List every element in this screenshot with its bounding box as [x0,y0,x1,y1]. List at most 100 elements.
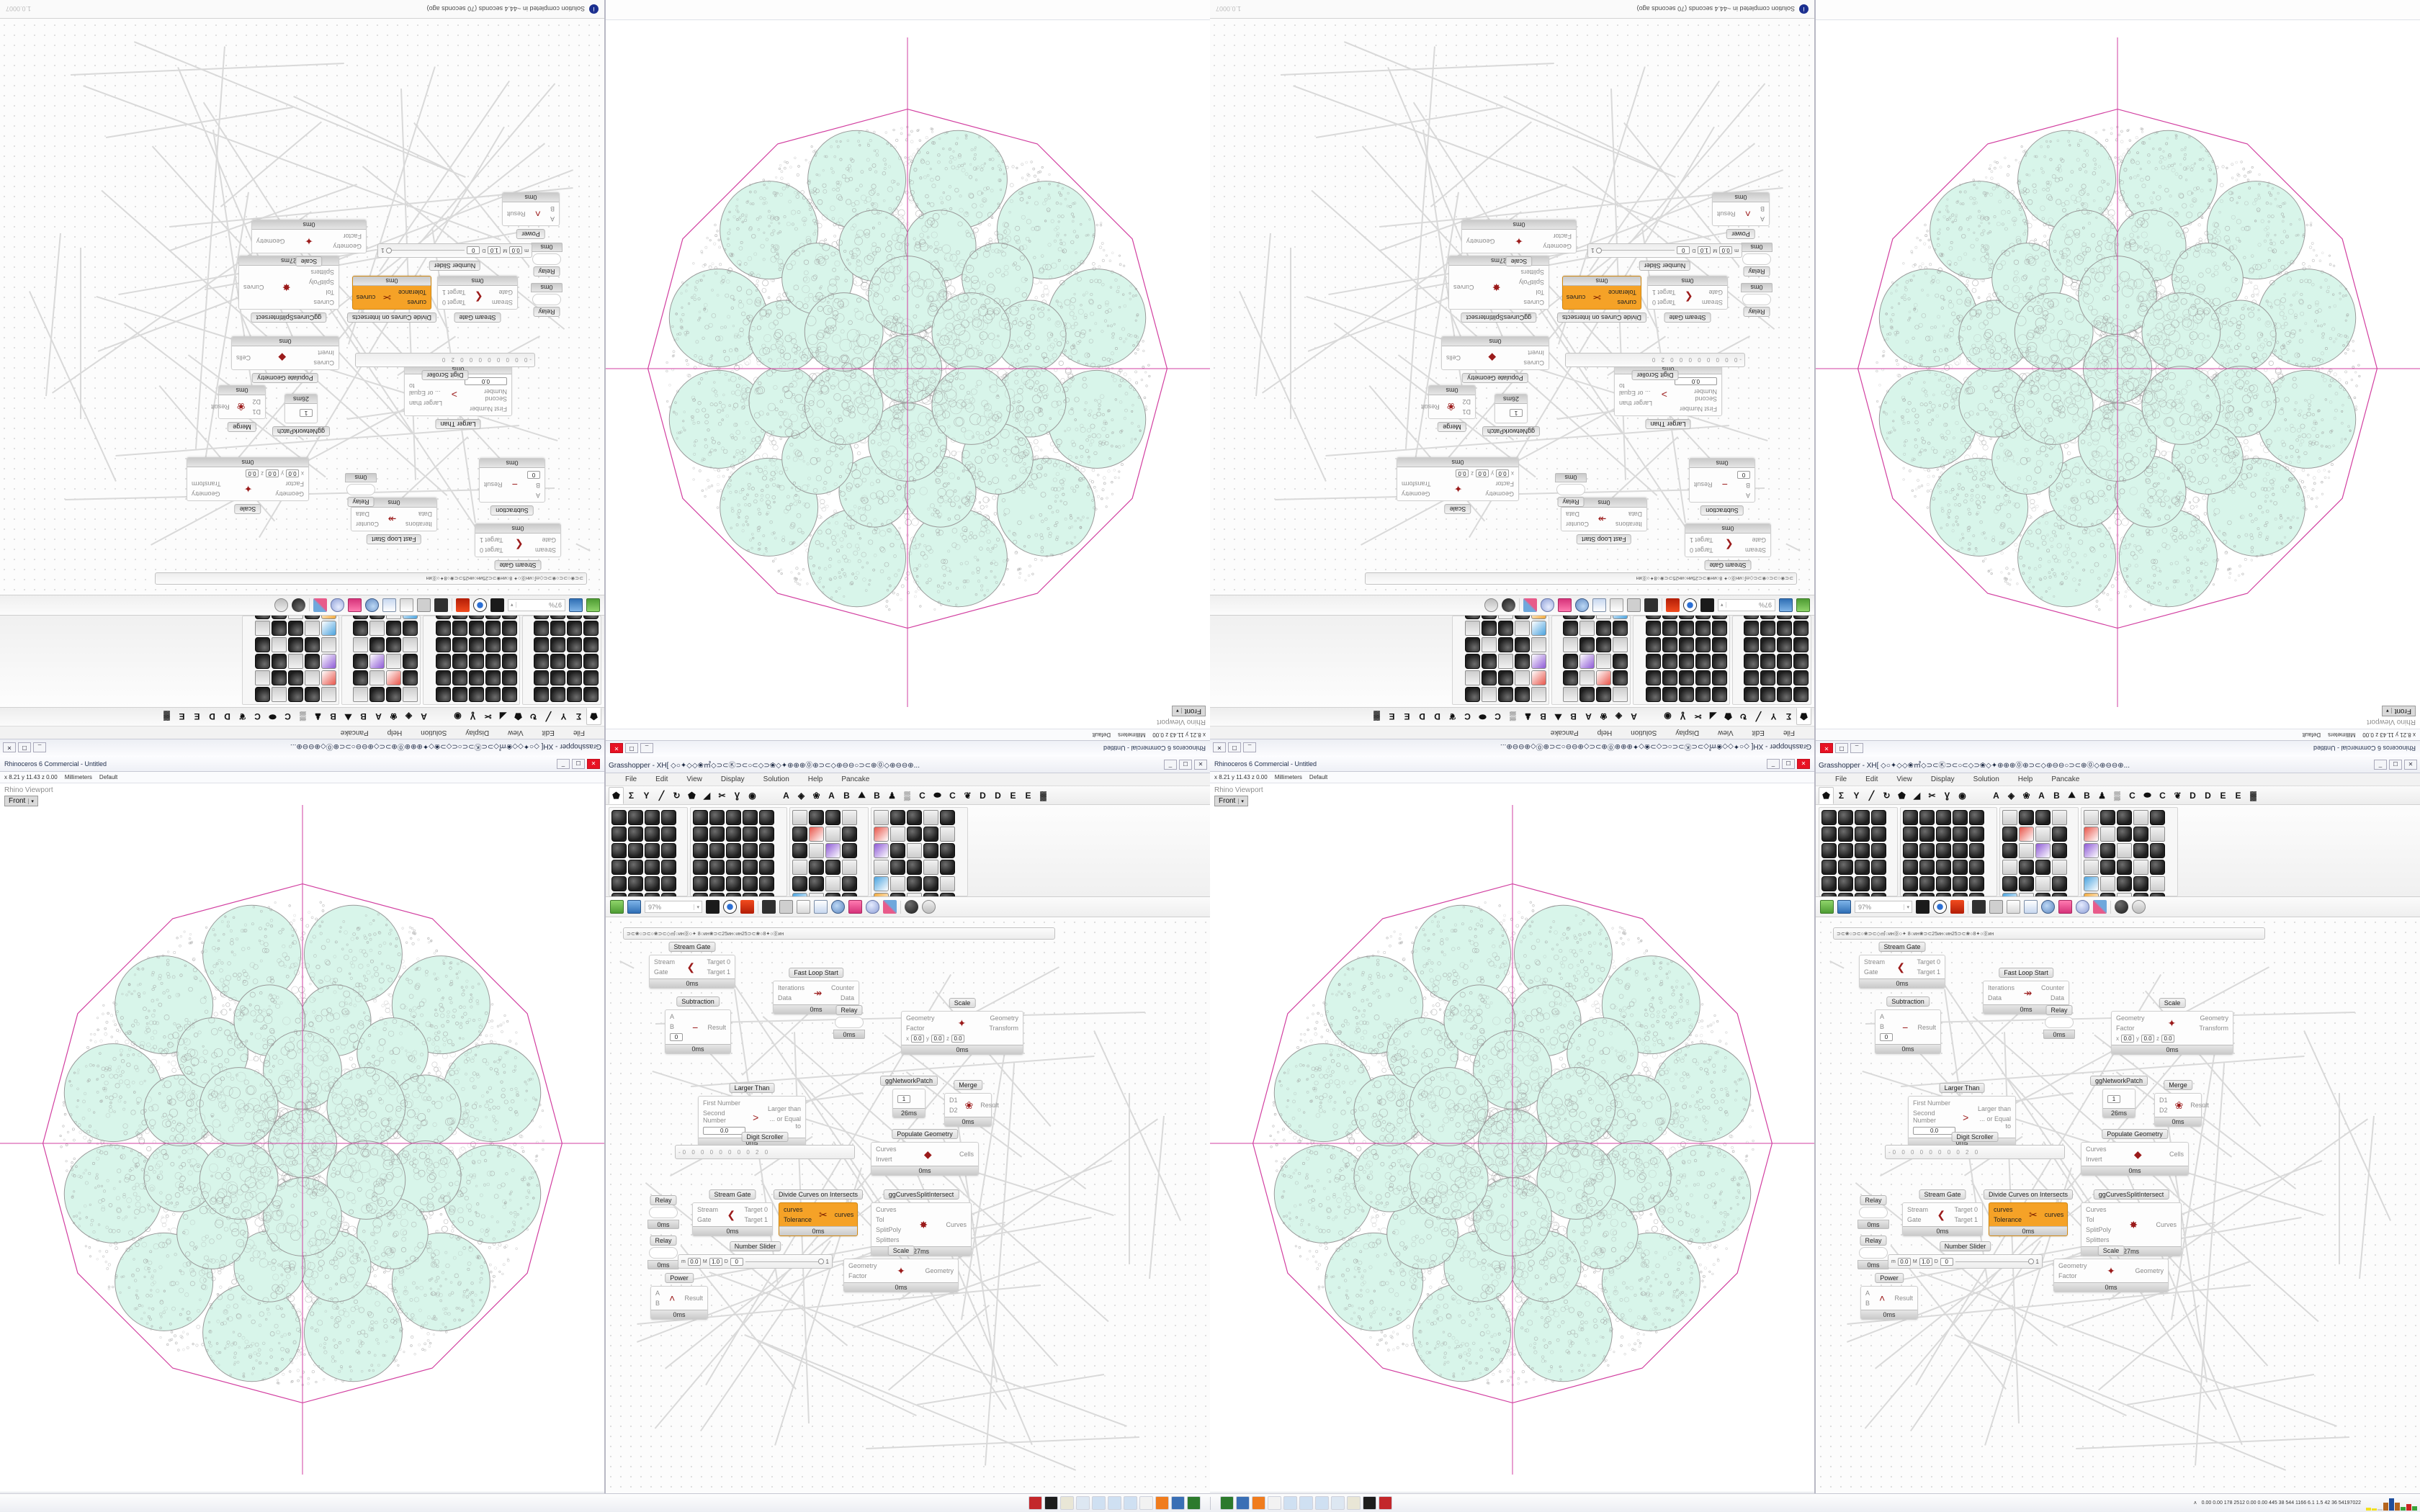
grasshopper-node-canvas[interactable]: ⊃⊂❀○⊃⊂○❀⊃⊂◇㎡○ин⓪○✦ 8○ин❀⊃⊂25ин○ин25⊃⊂❀○8… [1816,917,2420,1493]
grasshopper-window-buttons[interactable]: _ ☐ ✕ [2374,759,2417,770]
component-icon[interactable] [611,827,627,842]
node-inputs[interactable]: Stream Gate [1745,536,1766,554]
component-icon[interactable] [2052,810,2067,825]
node-inputs[interactable]: Curves Invert [876,1146,897,1163]
component-icon[interactable] [1563,615,1578,619]
tab-intersect[interactable]: ✂ [1694,711,1702,722]
slider-max-value[interactable]: 1.0 [1698,246,1711,255]
component-icon[interactable] [940,893,955,896]
output-port[interactable]: Cells [2169,1151,2184,1158]
menu-item-file[interactable]: File [1835,775,1847,783]
zoom-level-input[interactable]: 97% ▾ [508,599,565,611]
disk-icon[interactable] [1170,1496,1185,1510]
component-icon[interactable] [485,621,501,636]
component-icon[interactable] [452,615,467,619]
notepad-icon[interactable] [1346,1496,1361,1510]
tab-addon-e1[interactable]: E [2220,790,2226,801]
blank-icon[interactable] [1139,1496,1153,1510]
search-icon[interactable] [1575,598,1589,612]
component-icon[interactable] [1871,843,1886,858]
relay-node[interactable] [649,1207,678,1218]
output-port[interactable]: Transform [2199,1025,2228,1032]
viewport-label-group[interactable]: Rhino Viewport Front ▾ [2367,706,2416,726]
node-outputs[interactable]: Target 0 Target 1 [480,536,503,554]
component-icon[interactable] [693,860,708,875]
tab-vector[interactable]: ╱ [1868,790,1875,801]
component-icon[interactable] [1919,876,1935,891]
component-node[interactable]: curves Tolerance ✂ curves 0ms [1989,1202,2068,1236]
component-icon[interactable] [1969,876,1984,891]
save-disk-icon[interactable] [1837,900,1851,914]
component-icon[interactable] [2150,810,2165,825]
component-icon[interactable] [2084,843,2099,858]
number-slider[interactable]: -0 0 0 0 0 0 0 0 2 0 [1565,353,1745,367]
component-icon[interactable] [693,843,708,858]
grasshopper-canvas-toolbar[interactable]: 97% ▾ [1816,897,2420,917]
component-icon[interactable] [305,615,320,619]
component-icon[interactable] [255,621,270,636]
input-port[interactable]: D1 [252,408,261,415]
component-icon[interactable] [890,810,905,825]
menu-item-view[interactable]: View [1718,729,1734,737]
component-icon[interactable] [1744,654,1759,669]
sketch-icon[interactable] [1644,598,1658,612]
tab-addon-bird[interactable]: ❦ [238,711,246,722]
component-node[interactable]: Curves Tol SplitPoly Splitters ✸ Curves 27ms [238,256,339,310]
rhino-close-button[interactable]: ✕ [1797,758,1810,769]
tab-addon-d1[interactable]: D [980,790,986,801]
component-icon[interactable] [1871,827,1886,842]
component-icon[interactable] [1821,893,1837,896]
rhino-viewport[interactable]: Rhino Viewport Front ▾ [1816,22,2420,729]
tab-addon-mountain[interactable]: ⛰ [2068,790,2076,800]
component-icon[interactable] [567,687,582,702]
component-icon[interactable] [1760,621,1775,636]
output-port[interactable]: Cells [236,354,251,361]
component-icon[interactable] [1744,670,1759,685]
grasshopper-ribbon[interactable]: Geometry⬇Primitive⬇Input⬇Util⬇ [1816,805,2420,897]
component-icon[interactable] [369,637,385,652]
tab-transform[interactable]: Ɣ [1680,711,1686,722]
component-icon[interactable] [469,637,484,652]
component-icon[interactable] [1936,860,1951,875]
tab-addon-leaf[interactable]: ◈ [1615,711,1623,722]
component-icon[interactable] [567,654,582,669]
input-port[interactable]: Second Number [1913,1110,1937,1124]
component-icon[interactable] [1596,637,1611,652]
component-icon[interactable] [1646,637,1661,652]
ribbon-icon-grid[interactable] [691,808,786,896]
component-icon[interactable] [288,637,303,652]
windows-taskbar[interactable]: ʌ 0.00 0.00 178 2512 0.00 0.00 445 38 544… [0,1493,2420,1512]
gh-minimize-button[interactable]: _ [1243,742,1256,753]
menu-item-edit[interactable]: Edit [542,729,555,737]
component-node[interactable]: A B 0− Result 0ms [1689,458,1755,503]
preview-eye-icon[interactable] [1683,598,1697,612]
component-node[interactable]: Stream Gate ❮ Target 0 Target 1 0ms [1685,523,1771,557]
tab-mesh[interactable]: ◢ [1709,711,1717,722]
slider-max-value[interactable]: 1.0 [709,1257,722,1266]
input-port[interactable]: Iterations [405,521,432,528]
component-icon[interactable] [792,827,807,842]
grasshopper-component-tabs[interactable]: ⬟ Σ Υ ╱ ↻ ⬟ ◢ ✂ Ɣ ◉ A ◈ ❀ A B ⛰ B ♟ ▒ C ⬬ C ❦ D D E E ▓ [0,707,604,726]
component-icon[interactable] [1482,654,1497,669]
gh-close-button[interactable]: ✕ [1213,742,1226,753]
output-port[interactable]: Result [1917,1023,1936,1031]
node-outputs[interactable]: Cells [1446,354,1461,361]
output-port[interactable]: Target 1 [442,289,466,296]
input-value[interactable]: 0 [1737,471,1750,479]
component-icon[interactable] [1777,615,1792,619]
component-icon[interactable] [923,893,938,896]
component-icon[interactable] [907,810,922,825]
ribbon-group-util[interactable]: Util⬇ [242,615,339,705]
input-value[interactable]: 1 [1510,409,1523,418]
tab-maths[interactable]: Σ [628,790,635,801]
input-port[interactable]: Tol [2086,1216,2094,1223]
component-icon[interactable] [661,827,676,842]
component-icon[interactable] [743,893,758,896]
component-icon[interactable] [1969,843,1984,858]
component-icon[interactable] [1936,876,1951,891]
input-port[interactable]: Geometry [848,1262,877,1269]
component-icon[interactable] [502,670,517,685]
component-icon[interactable] [923,843,938,858]
tab-addon-d2[interactable]: D [2205,790,2211,801]
component-icon[interactable] [709,843,725,858]
